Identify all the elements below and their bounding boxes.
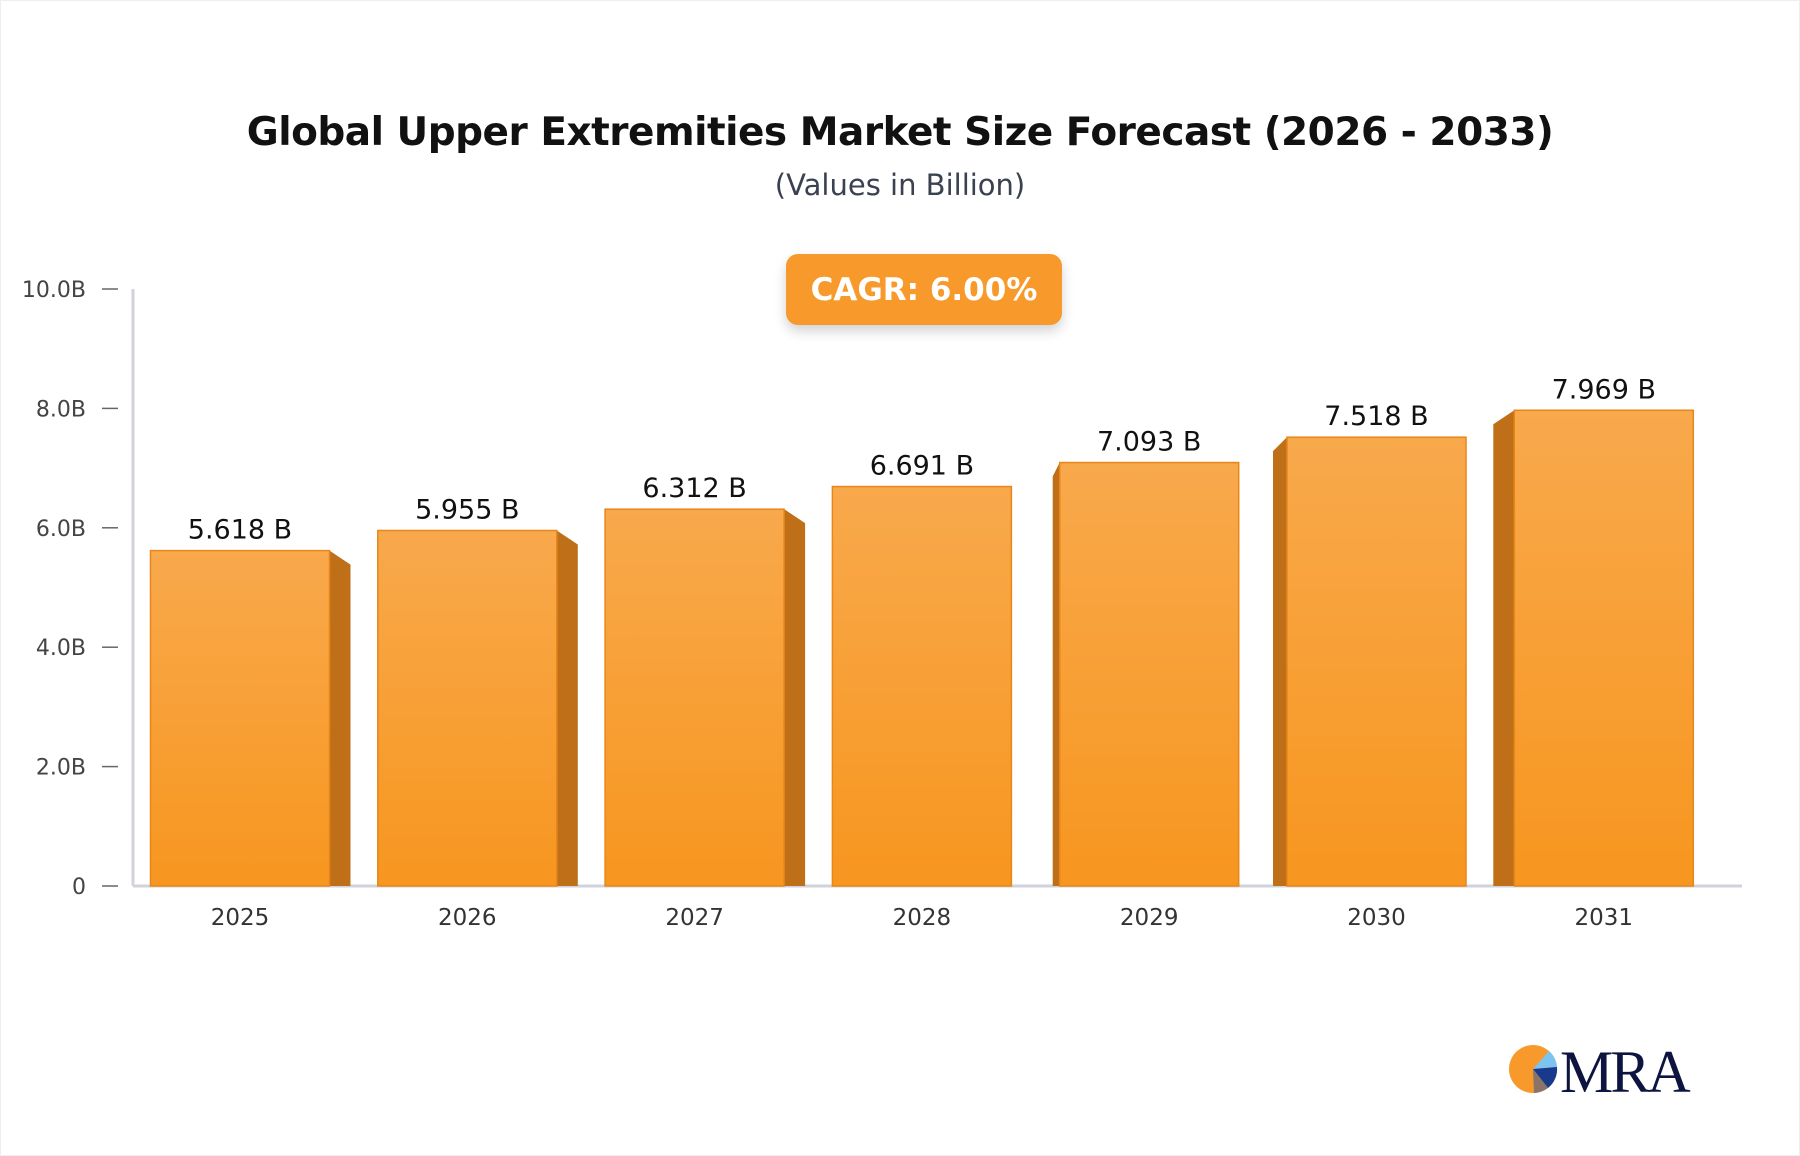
x-tick-label: 2031 [1575, 905, 1634, 931]
data-label: 6.691 B [870, 451, 974, 482]
mra-logo: MRA [1509, 1040, 1693, 1100]
y-tick-label: 4.0B [36, 636, 86, 661]
bar [1286, 436, 1467, 887]
chart-title: Global Upper Extremities Market Size For… [246, 110, 1554, 155]
y-tick-label: 10.0B [22, 278, 86, 303]
bar [377, 529, 558, 887]
bar-side [1493, 410, 1515, 886]
y-tick-label: 8.0B [36, 397, 86, 422]
chart-subtitle: (Values in Billion) [774, 168, 1026, 202]
bar-side [784, 509, 806, 886]
data-label: 7.969 B [1552, 374, 1656, 405]
data-label: 7.518 B [1324, 401, 1428, 432]
data-label: 5.618 B [188, 515, 292, 546]
bar [1058, 461, 1240, 887]
data-label: 5.955 B [415, 494, 519, 525]
data-label: 6.312 B [642, 473, 746, 504]
bar-side [556, 530, 578, 886]
svg-text:MRA: MRA [1560, 1040, 1690, 1100]
x-tick-label: 2026 [438, 905, 497, 931]
data-label: 7.093 B [1097, 427, 1201, 458]
bar-side [329, 550, 351, 886]
bar [1513, 409, 1695, 887]
y-tick-label: 2.0B [36, 756, 86, 781]
bar-side [1052, 462, 1060, 886]
y-tick-label: 6.0B [36, 517, 86, 542]
bar-side [1273, 437, 1287, 886]
bar [604, 508, 785, 887]
x-tick-label: 2027 [665, 905, 724, 931]
cagr-badge: CAGR: 6.00% [786, 254, 1062, 325]
y-tick-label: 0 [72, 875, 86, 900]
bar [149, 549, 331, 887]
x-tick-label: 2030 [1347, 905, 1406, 931]
bar [831, 485, 1013, 887]
x-tick-label: 2028 [893, 905, 952, 931]
x-tick-label: 2025 [211, 905, 270, 931]
x-tick-label: 2029 [1120, 905, 1179, 931]
